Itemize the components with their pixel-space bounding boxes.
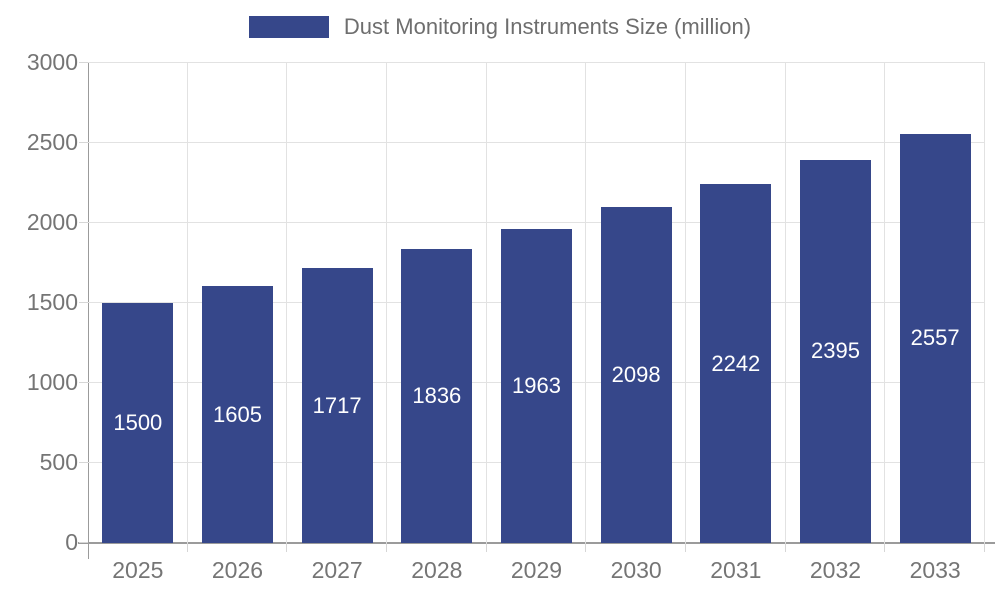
y-axis-tick-label: 1500 <box>26 289 78 315</box>
bar-2031[interactable]: 2242 <box>700 184 772 543</box>
x-axis-tick-label: 2028 <box>411 557 463 583</box>
bar-value-label: 2098 <box>611 362 661 388</box>
bar-2033[interactable]: 2557 <box>899 133 971 543</box>
bar-2025[interactable]: 1500 <box>102 303 174 543</box>
x-axis-tick-label: 2031 <box>710 557 762 583</box>
legend-swatch <box>248 16 329 38</box>
x-axis-tick <box>685 543 686 552</box>
gridline-vertical <box>785 63 786 543</box>
y-axis-tick <box>79 462 88 463</box>
gridline-vertical <box>884 63 885 543</box>
bar-2032[interactable]: 2395 <box>800 159 871 543</box>
x-axis-tick <box>884 543 885 552</box>
gridline-vertical <box>386 63 387 543</box>
legend[interactable]: Dust Monitoring Instruments Size (millio… <box>0 14 1000 40</box>
y-axis-tick-label: 2500 <box>26 129 78 155</box>
gridline-vertical <box>984 63 985 543</box>
x-axis-tick-label: 2033 <box>909 557 961 583</box>
bar-value-label: 1500 <box>113 410 163 435</box>
bar-value-label: 1836 <box>412 383 462 409</box>
bar-2029[interactable]: 1963 <box>501 228 572 543</box>
y-axis-tick <box>79 62 88 63</box>
gridline-horizontal <box>88 62 985 63</box>
x-axis-line <box>78 542 995 544</box>
x-axis-tick <box>984 543 985 552</box>
gridline-horizontal <box>88 142 985 143</box>
x-axis-tick-label: 2032 <box>809 557 862 583</box>
bar-value-label: 1605 <box>213 401 262 427</box>
bar-value-label: 2395 <box>811 338 860 364</box>
x-axis-tick-label: 2025 <box>112 557 164 583</box>
y-axis-tick <box>79 542 88 543</box>
x-axis-tick <box>785 543 786 552</box>
x-axis-tick <box>187 543 188 552</box>
y-axis-tick-label: 1000 <box>26 369 78 395</box>
bar-value-label: 1717 <box>312 392 362 418</box>
x-axis-tick <box>585 543 586 552</box>
y-axis-tick <box>79 382 88 383</box>
gridline-vertical <box>286 63 287 543</box>
y-axis-line <box>88 63 89 559</box>
plot-area: 1500 1605 1717 1836 1963 2098 2242 2395 2557 <box>78 62 995 559</box>
x-axis-tick <box>486 543 487 552</box>
gridline-vertical <box>585 63 586 543</box>
gridline-vertical <box>187 63 188 543</box>
bar-2030[interactable]: 2098 <box>600 207 672 543</box>
bar-value-label: 2557 <box>910 325 960 351</box>
bar-2027[interactable]: 1717 <box>301 268 373 543</box>
bar-value-label: 2242 <box>711 350 761 376</box>
x-axis-tick <box>286 543 287 552</box>
bar-2028[interactable]: 1836 <box>401 249 473 543</box>
gridline-horizontal <box>88 222 985 223</box>
bar-value-label: 1963 <box>512 372 561 398</box>
y-axis-tick-label: 2000 <box>26 209 78 235</box>
y-axis-tick <box>79 302 88 303</box>
x-axis-tick-label: 2027 <box>311 557 363 583</box>
y-axis-tick-label: 500 <box>39 449 78 475</box>
gridline-vertical <box>685 63 686 543</box>
y-axis-tick <box>79 222 88 223</box>
gridline-vertical <box>486 63 487 543</box>
y-axis-tick-label: 0 <box>65 529 78 555</box>
x-axis-tick-label: 2026 <box>211 557 264 583</box>
legend-label: Dust Monitoring Instruments Size (millio… <box>343 14 752 39</box>
bar-2026[interactable]: 1605 <box>202 286 273 543</box>
y-axis-tick-label: 3000 <box>26 49 78 75</box>
x-axis-tick-label: 2029 <box>510 557 563 583</box>
x-axis-tick <box>386 543 387 552</box>
y-axis-tick <box>79 142 88 143</box>
x-axis-tick-label: 2030 <box>610 557 662 583</box>
